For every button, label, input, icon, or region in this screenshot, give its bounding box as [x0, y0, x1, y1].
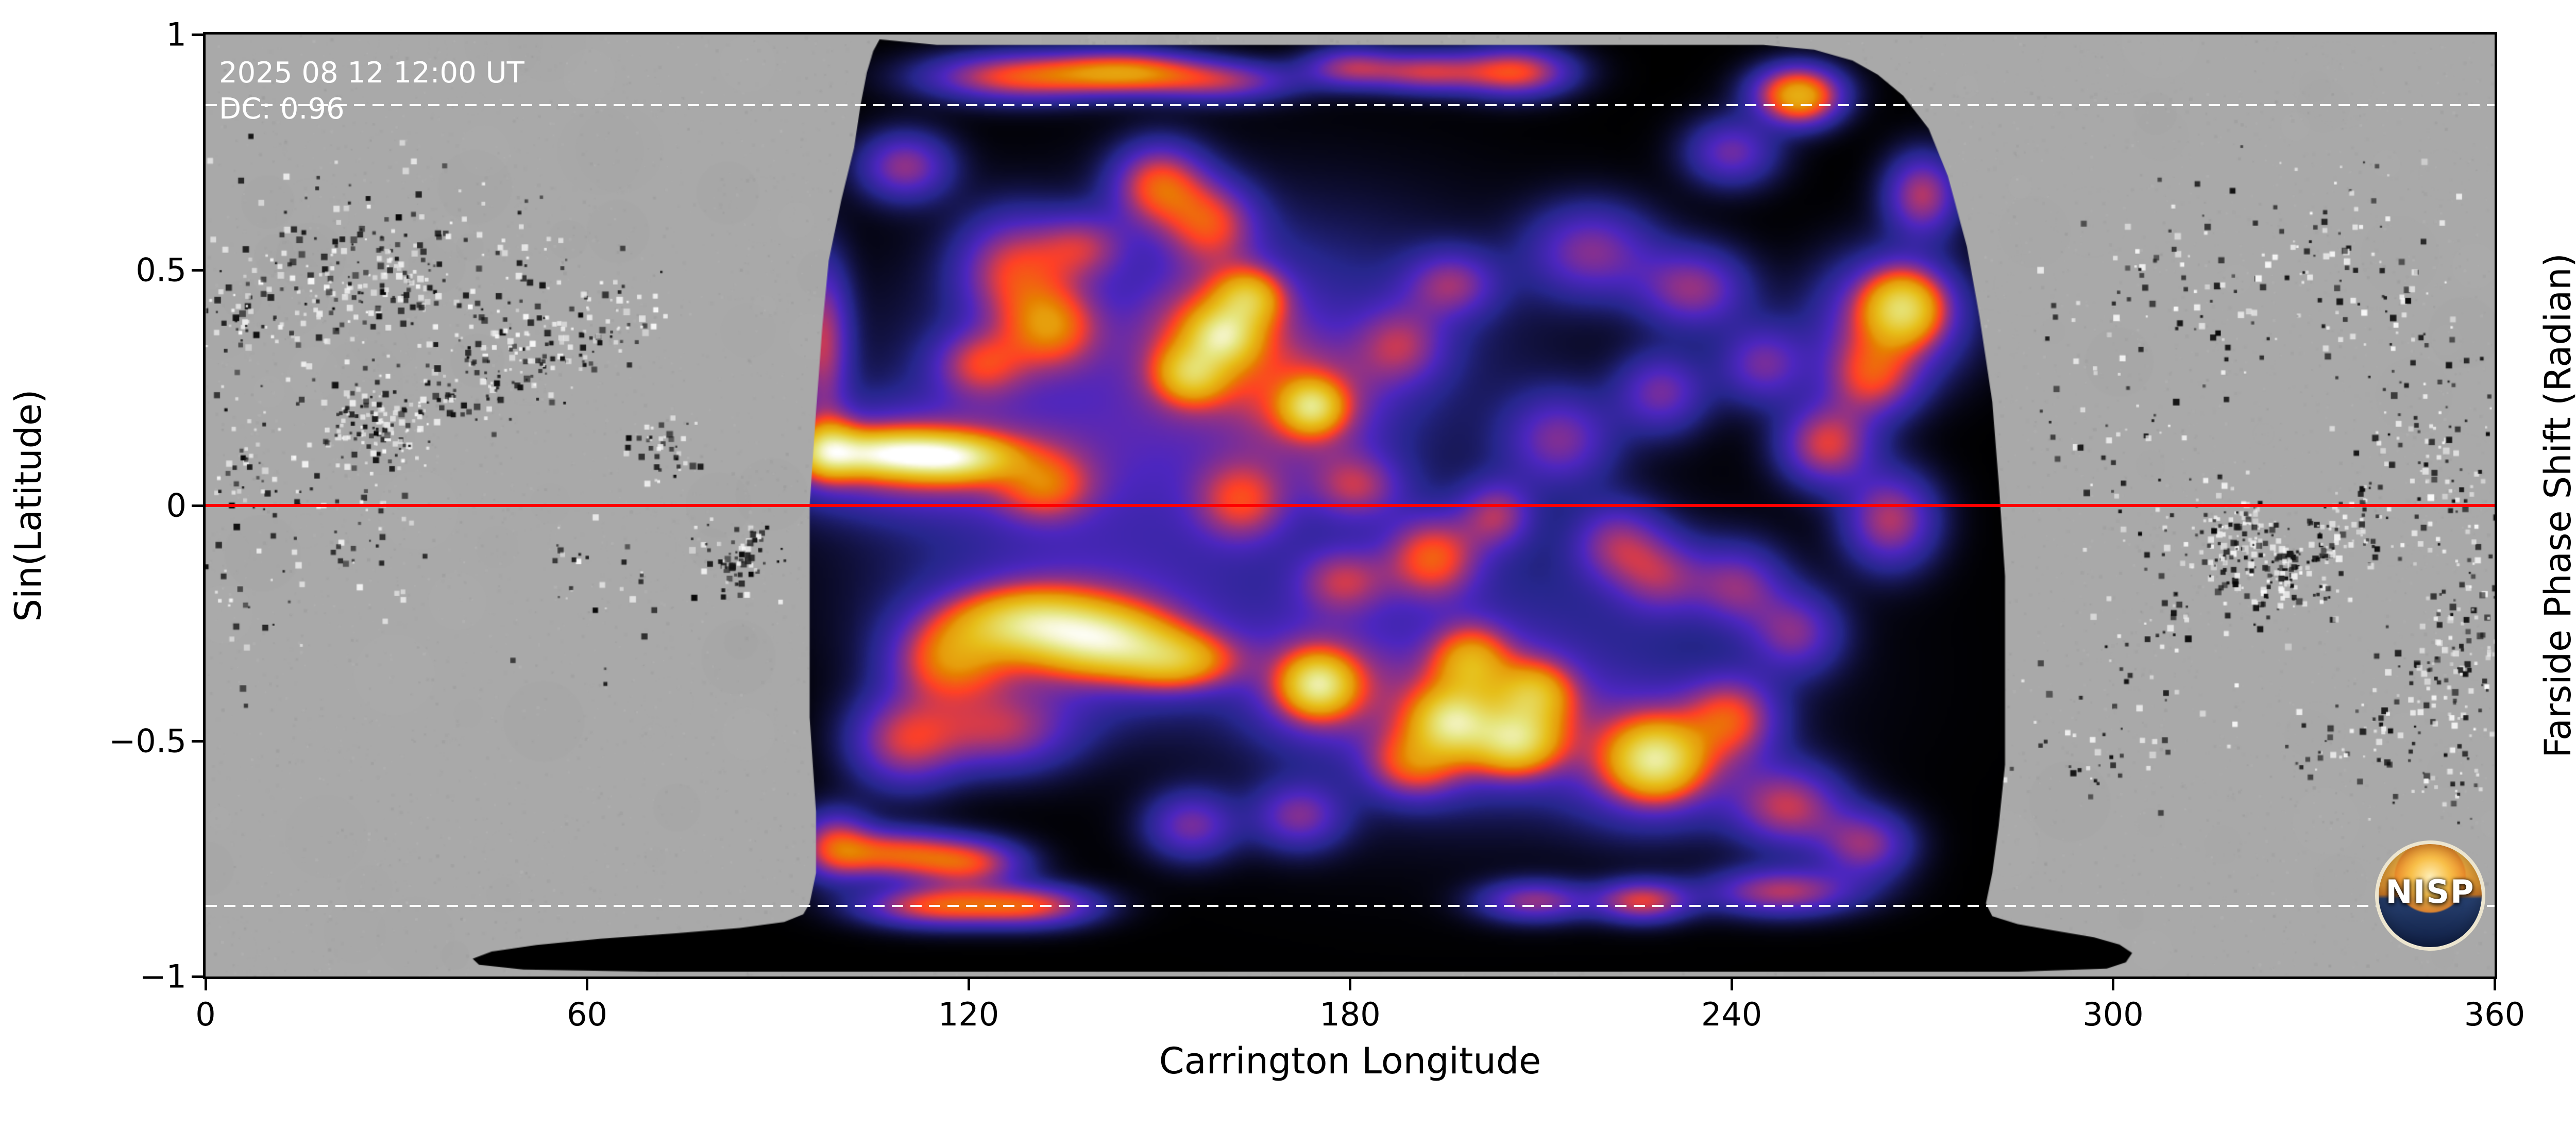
- y-tick-label: −1: [139, 957, 187, 996]
- nisp-logo: NISP: [2375, 840, 2485, 951]
- duty-cycle-value: DC: 0.96: [219, 92, 345, 126]
- x-tick-label: 360: [2464, 996, 2526, 1033]
- observation-annotation: 2025 08 12 12:00 UT DC: 0.96: [219, 55, 524, 127]
- y-tick-mark: [192, 504, 203, 507]
- observation-date: 2025 08 12 12:00 UT: [219, 56, 524, 90]
- x-tick-mark: [586, 979, 588, 990]
- y-tick-label: 1: [166, 15, 187, 54]
- lower-latitude-dashed-line: [206, 905, 2495, 907]
- x-tick-mark: [2493, 979, 2496, 990]
- x-tick-label: 0: [195, 996, 216, 1033]
- y-axis-label: Sin(Latitude): [7, 389, 49, 622]
- plot-area: 2025 08 12 12:00 UT DC: 0.96 NISP: [206, 35, 2495, 977]
- y-tick-label: 0.5: [135, 251, 187, 289]
- x-tick-mark: [1349, 979, 1351, 990]
- x-tick-mark: [1730, 979, 1733, 990]
- x-tick-mark: [967, 979, 970, 990]
- x-tick-label: 240: [1701, 996, 1762, 1033]
- y-tick-mark: [192, 739, 203, 743]
- x-tick-mark: [204, 979, 207, 990]
- x-tick-label: 300: [2082, 996, 2144, 1033]
- nisp-logo-text: NISP: [2385, 873, 2475, 911]
- x-tick-label: 120: [938, 996, 999, 1033]
- y-tick-mark: [192, 975, 203, 978]
- y-tick-label: 0: [166, 486, 187, 525]
- x-tick-label: 60: [567, 996, 607, 1033]
- x-tick-label: 180: [1319, 996, 1381, 1033]
- x-axis-label: Carrington Longitude: [1159, 1040, 1541, 1082]
- x-tick-mark: [2112, 979, 2114, 990]
- upper-latitude-dashed-line: [206, 104, 2495, 106]
- colorbar-farside-label: Farside Phase Shift (Radian): [2537, 253, 2576, 758]
- equator-reference-line: [206, 504, 2495, 507]
- y-tick-mark: [192, 268, 203, 272]
- y-tick-label: −0.5: [109, 722, 187, 760]
- y-tick-mark: [192, 33, 203, 36]
